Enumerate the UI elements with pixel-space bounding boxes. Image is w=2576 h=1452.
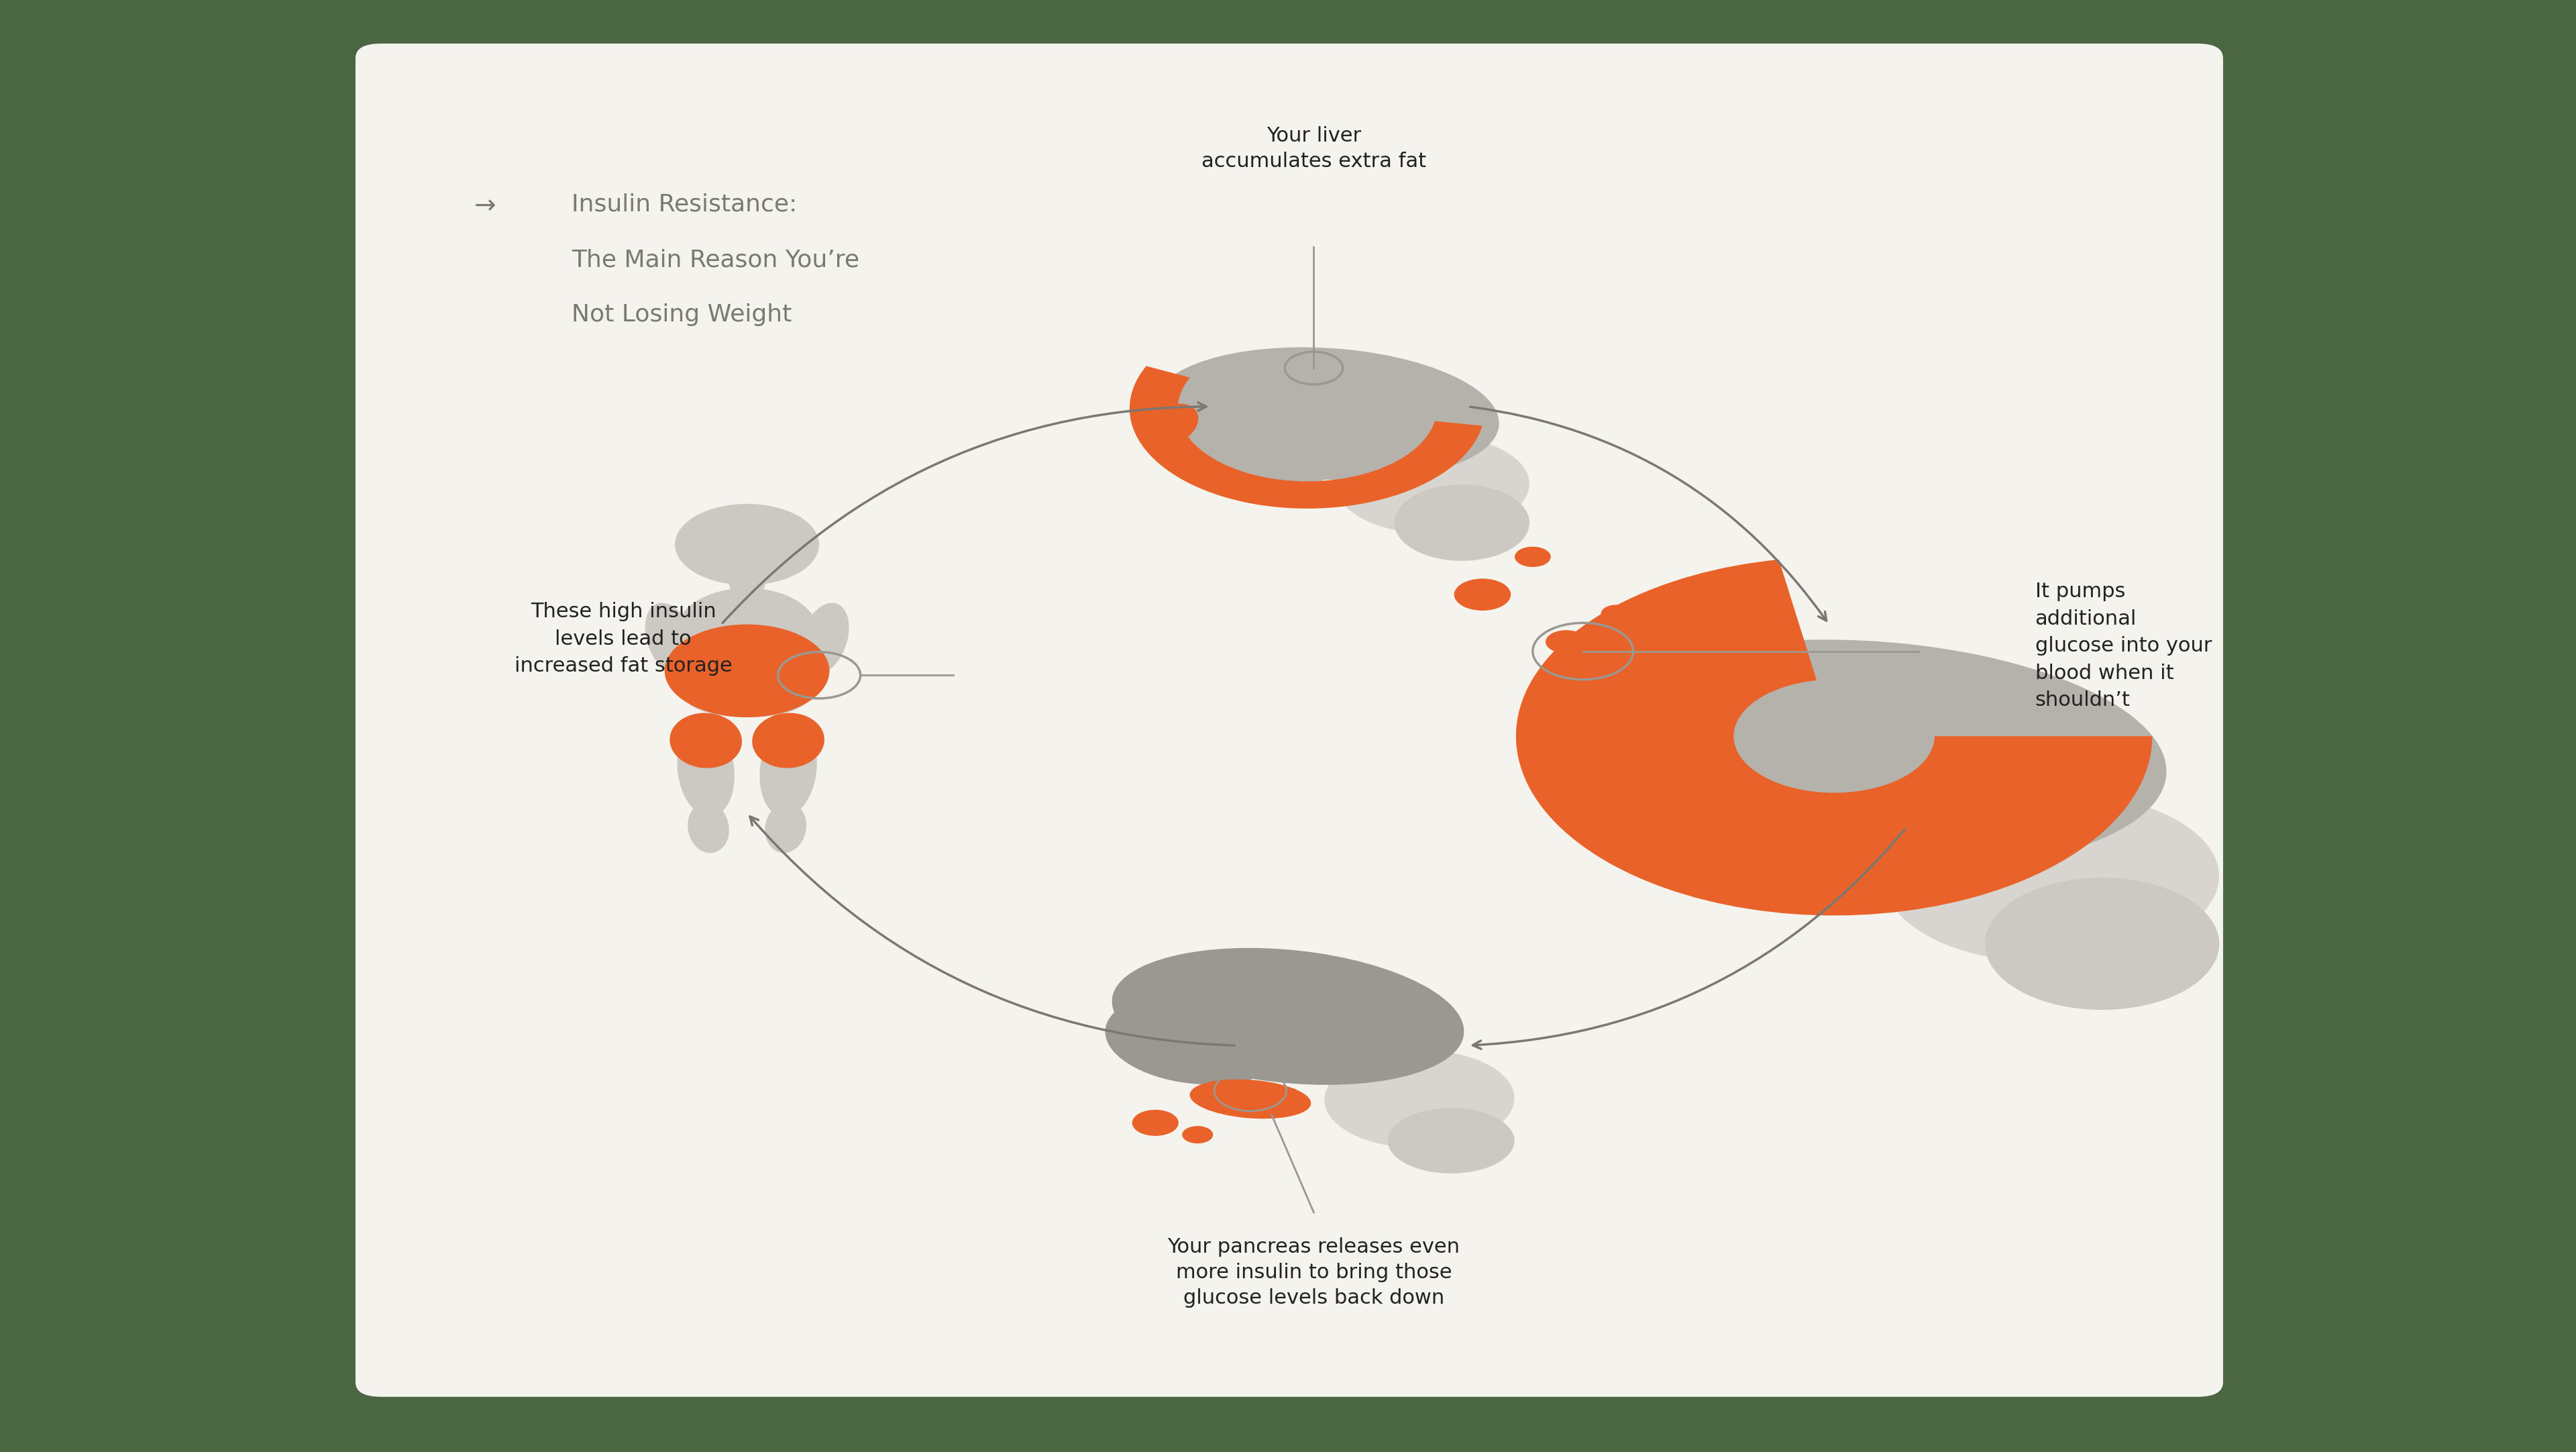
- Circle shape: [1600, 604, 1633, 621]
- Text: Your pancreas releases even
more insulin to bring those
glucose levels back down: Your pancreas releases even more insulin…: [1167, 1237, 1461, 1308]
- Circle shape: [1182, 1127, 1213, 1144]
- Text: The Main Reason You’re: The Main Reason You’re: [572, 248, 860, 272]
- Ellipse shape: [670, 713, 742, 768]
- Circle shape: [1546, 630, 1587, 653]
- Ellipse shape: [1157, 401, 1342, 492]
- Text: These high insulin
levels lead to
increased fat storage: These high insulin levels lead to increa…: [515, 603, 732, 675]
- Ellipse shape: [1324, 1050, 1515, 1149]
- Circle shape: [1453, 578, 1510, 610]
- Ellipse shape: [765, 803, 806, 852]
- Ellipse shape: [1146, 404, 1198, 446]
- Text: It pumps
additional
glucose into your
blood when it
shouldn’t: It pumps additional glucose into your bl…: [2035, 582, 2213, 710]
- Ellipse shape: [760, 723, 817, 816]
- Circle shape: [675, 504, 819, 585]
- Ellipse shape: [677, 723, 734, 816]
- Ellipse shape: [1388, 1108, 1515, 1173]
- Text: Your liver
accumulates extra fat: Your liver accumulates extra fat: [1200, 126, 1427, 171]
- FancyBboxPatch shape: [355, 44, 2223, 1397]
- Ellipse shape: [1569, 640, 2166, 870]
- Ellipse shape: [688, 803, 729, 852]
- Ellipse shape: [1113, 948, 1463, 1085]
- Ellipse shape: [1533, 669, 1734, 765]
- Ellipse shape: [1394, 485, 1530, 560]
- Ellipse shape: [685, 677, 809, 717]
- Text: →: →: [474, 193, 495, 219]
- Ellipse shape: [1337, 436, 1530, 534]
- Circle shape: [1133, 1109, 1177, 1135]
- Ellipse shape: [1984, 877, 2218, 1011]
- Text: Insulin Resistance:: Insulin Resistance:: [572, 193, 799, 216]
- Ellipse shape: [799, 603, 850, 675]
- Ellipse shape: [675, 588, 819, 675]
- Ellipse shape: [1886, 793, 2218, 963]
- Circle shape: [665, 624, 829, 717]
- Ellipse shape: [644, 603, 696, 675]
- Circle shape: [1515, 547, 1551, 566]
- Wedge shape: [1131, 366, 1481, 508]
- Ellipse shape: [729, 571, 765, 597]
- Ellipse shape: [1154, 347, 1499, 481]
- Wedge shape: [1517, 559, 2154, 915]
- Ellipse shape: [1190, 1079, 1311, 1118]
- Ellipse shape: [1105, 992, 1291, 1085]
- Ellipse shape: [1571, 732, 1896, 892]
- Text: Not Losing Weight: Not Losing Weight: [572, 303, 793, 327]
- Ellipse shape: [752, 713, 824, 768]
